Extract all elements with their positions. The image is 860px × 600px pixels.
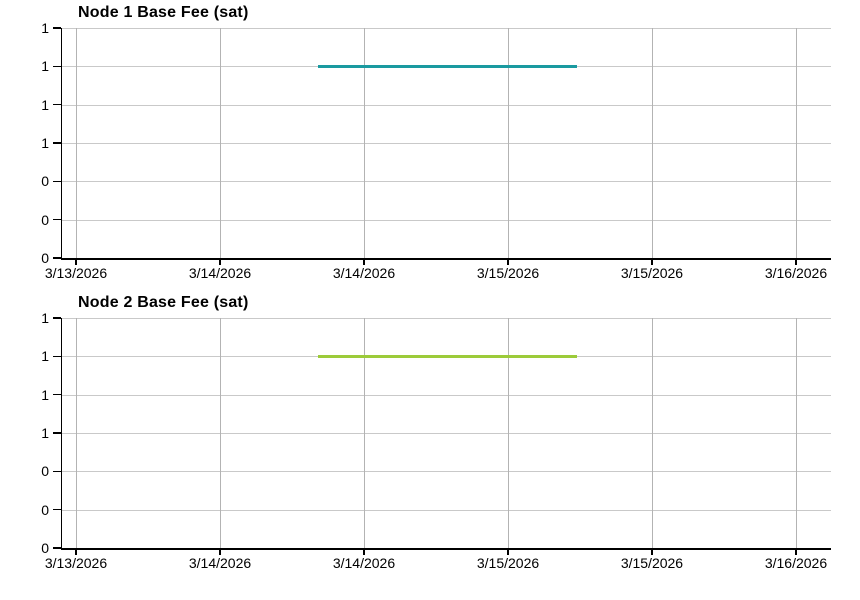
x-tick: [507, 258, 509, 265]
x-gridline: [363, 318, 365, 548]
y-gridline: [62, 394, 831, 396]
x-tick-label: 3/13/2026: [44, 555, 108, 571]
y-gridline: [62, 509, 831, 511]
y-gridline: [62, 28, 831, 29]
x-tick: [363, 258, 365, 265]
chart-node2-base-fee: Node 2 Base Fee (sat) 3/13/2026 3/14/2026…: [0, 290, 860, 580]
y-tick: [52, 470, 61, 473]
y-tick: [52, 180, 61, 183]
x-tick-label: 3/15/2026: [476, 265, 540, 281]
plot-area: 3/13/2026 3/14/2026 3/14/2026 3/15/2026 3/15…: [41, 20, 831, 281]
y-gridline: [62, 318, 831, 319]
y-tick: [52, 27, 61, 29]
y-tick-label: 1: [41, 310, 49, 326]
x-gridline: [796, 28, 797, 258]
y-tick: [52, 355, 61, 358]
x-gridline: [651, 318, 653, 548]
x-tick: [75, 258, 77, 265]
x-gridline: [75, 318, 77, 548]
x-gridline: [220, 318, 222, 548]
y-tick: [52, 103, 61, 106]
y-tick-label: 1: [41, 96, 49, 113]
x-gridline: [651, 28, 653, 258]
chart-title: Node 1 Base Fee (sat): [78, 4, 249, 21]
x-tick: [795, 548, 797, 555]
plot-area: 3/13/2026 3/14/2026 3/14/2026 3/15/2026 3/15…: [41, 310, 831, 571]
x-gridline: [796, 318, 797, 548]
x-gridline: [508, 318, 510, 548]
x-tick-label: 3/15/2026: [476, 555, 540, 571]
x-tick: [795, 258, 797, 265]
y-gridline: [62, 104, 831, 106]
y-tick: [52, 393, 61, 396]
x-tick-label: 3/14/2026: [188, 555, 252, 571]
y-tick-label: 1: [41, 425, 49, 441]
x-tick: [507, 548, 509, 555]
y-gridline: [62, 433, 831, 434]
y-gridline: [62, 219, 831, 221]
y-gridline: [62, 143, 831, 144]
x-tick: [363, 548, 365, 555]
x-gridline: [220, 28, 222, 258]
x-gridline: [363, 28, 365, 258]
x-tick-label: 3/14/2026: [332, 265, 396, 281]
x-tick: [219, 258, 221, 265]
y-tick: [52, 317, 61, 319]
x-tick-label: 3/15/2026: [620, 555, 684, 571]
x-tick-label: 3/14/2026: [188, 265, 252, 281]
x-tick-label: 3/13/2026: [44, 265, 108, 281]
y-tick-label: 1: [41, 348, 49, 365]
y-gridline: [62, 471, 831, 473]
y-tick: [52, 257, 61, 259]
x-tick-label: 3/15/2026: [620, 265, 684, 281]
y-tick: [52, 547, 61, 549]
y-gridline: [62, 181, 831, 183]
series-line: [318, 354, 577, 358]
x-gridline: [75, 28, 77, 258]
chart-title: Node 2 Base Fee (sat): [78, 294, 249, 311]
y-tick: [52, 508, 61, 511]
y-tick-label: 0: [41, 463, 49, 480]
x-gridline: [508, 28, 510, 258]
x-tick-label: 3/14/2026: [332, 555, 396, 571]
y-tick: [52, 432, 61, 434]
y-tick: [52, 142, 61, 144]
x-tick: [75, 548, 77, 555]
series-line: [318, 64, 577, 68]
x-tick: [651, 548, 653, 555]
y-tick-label: 1: [41, 58, 49, 75]
y-tick-label: 0: [41, 250, 49, 266]
y-tick-label: 1: [41, 386, 49, 403]
y-tick-label: 1: [41, 20, 49, 36]
y-tick: [52, 218, 61, 221]
y-tick-label: 0: [41, 501, 49, 518]
y-tick-label: 0: [41, 211, 49, 228]
x-tick-label: 3/16/2026: [764, 555, 828, 571]
x-tick: [219, 548, 221, 555]
chart-node1-base-fee: Node 1 Base Fee (sat) 3/13/2026 3/14/2026…: [0, 0, 860, 290]
x-tick-label: 3/16/2026: [764, 265, 828, 281]
x-tick: [651, 258, 653, 265]
y-tick: [52, 65, 61, 68]
y-tick-label: 1: [41, 135, 49, 151]
y-tick-label: 0: [41, 173, 49, 190]
y-tick-label: 0: [41, 540, 49, 556]
